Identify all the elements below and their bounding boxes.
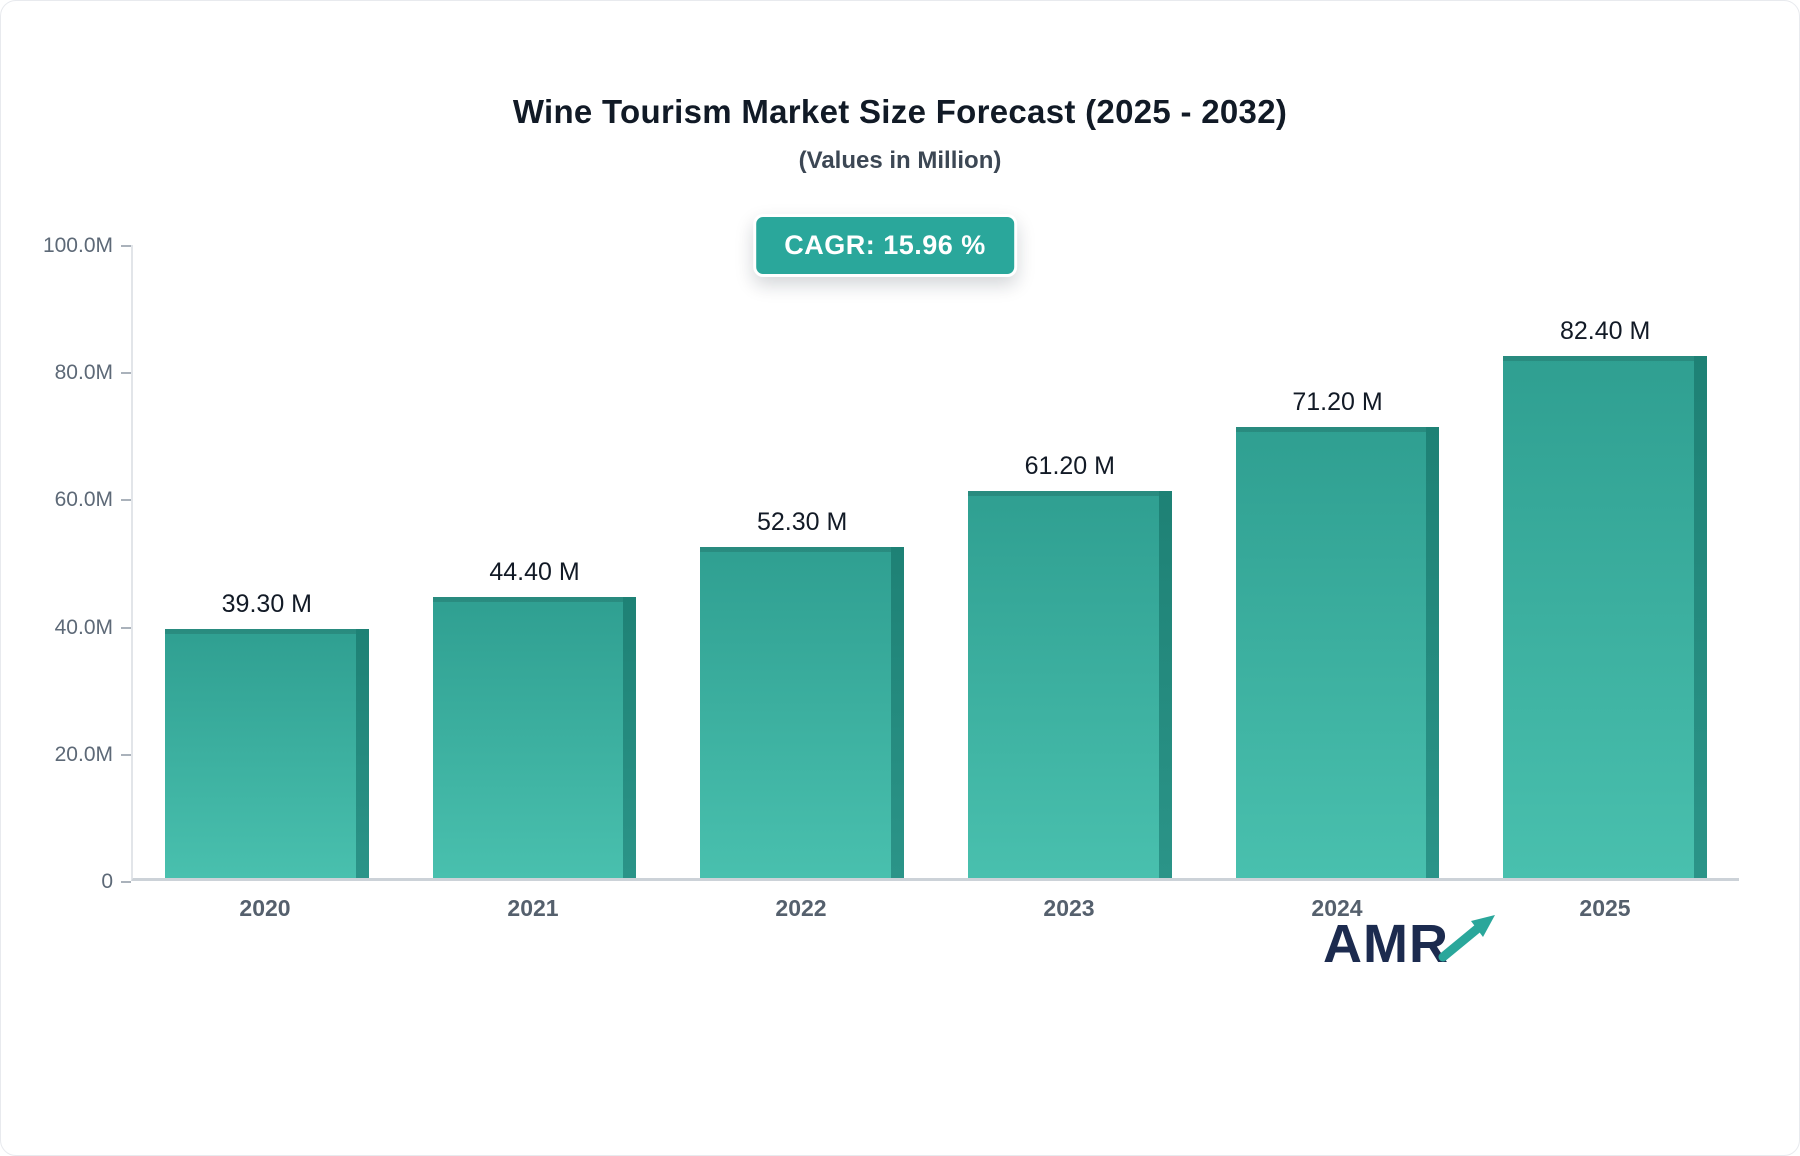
bar-column: 71.20 M — [1204, 245, 1472, 878]
bar-column: 82.40 M — [1471, 245, 1739, 878]
growth-arrow-icon — [1437, 913, 1499, 968]
y-tick: 20.0M — [55, 743, 131, 767]
y-tick-label: 60.0M — [54, 488, 113, 512]
bar-column: 44.40 M — [401, 245, 669, 879]
y-tick-dash — [121, 881, 131, 883]
x-axis-label: 2025 — [1579, 895, 1631, 921]
y-tick-label: 20.0M — [54, 742, 113, 766]
x-axis-label: 2023 — [1043, 895, 1095, 921]
bar-column: 39.30 M — [133, 245, 401, 878]
y-tick-dash — [121, 499, 131, 502]
x-axis-label: 2024 — [1311, 895, 1363, 921]
chart-region: CAGR: 15.96 % 100.0M 80.0M 60.0M 40.0M 20.0M… — [31, 214, 1739, 922]
y-tick-label: 40.0M — [54, 615, 113, 639]
y-tick-label: 0 — [101, 870, 113, 893]
y-tick-label: 100.0M — [42, 234, 113, 257]
y-tick-dash — [121, 372, 131, 375]
x-axis-labels: 2020 2021 2022 2023 2024 2025 — [131, 881, 1739, 922]
chart-header: Wine Tourism Market Size Forecast (2025 … — [1, 93, 1799, 175]
cagr-badge: CAGR: 15.96 % — [753, 214, 1017, 277]
y-tick: 0 — [101, 870, 131, 894]
y-tick: 80.0M — [55, 361, 131, 385]
y-tick-label: 80.0M — [54, 361, 113, 385]
bar-value-label: 82.40 M — [1559, 317, 1651, 346]
bar — [432, 596, 637, 879]
bar-value-label: 44.40 M — [489, 557, 580, 586]
bar-column: 52.30 M — [668, 245, 936, 879]
chart-subtitle: (Values in Million) — [798, 147, 1002, 174]
bar-value-label: 52.30 M — [756, 507, 848, 536]
x-axis-label: 2022 — [775, 895, 827, 921]
bar — [968, 490, 1172, 879]
y-tick: 60.0M — [55, 488, 131, 512]
logo-text: AMR — [1323, 914, 1449, 974]
bar — [700, 546, 905, 879]
y-tick: 40.0M — [55, 616, 131, 640]
bar-column: 61.20 M — [936, 245, 1204, 879]
bar — [1235, 427, 1440, 878]
y-tick-dash — [121, 245, 131, 247]
y-axis: 100.0M 80.0M 60.0M 40.0M 20.0M 0 — [31, 234, 131, 893]
bar — [165, 629, 369, 878]
bar — [1503, 356, 1708, 878]
chart-title: Wine Tourism Market Size Forecast (2025 … — [512, 93, 1288, 130]
plot-area: 39.30 M 44.40 M 52.30 M 61.20 M 71.20 M 82.40… — [131, 245, 1739, 881]
y-tick-dash — [121, 753, 131, 756]
x-axis-label: 2021 — [507, 895, 559, 921]
amr-logo: AMR — [1323, 913, 1499, 975]
y-tick-dash — [121, 626, 131, 629]
bar-value-label: 71.20 M — [1292, 388, 1383, 417]
x-axis-label: 2020 — [239, 895, 291, 921]
y-tick: 100.0M — [43, 234, 131, 258]
bar-value-label: 61.20 M — [1024, 451, 1115, 480]
bar-value-label: 39.30 M — [221, 590, 312, 619]
